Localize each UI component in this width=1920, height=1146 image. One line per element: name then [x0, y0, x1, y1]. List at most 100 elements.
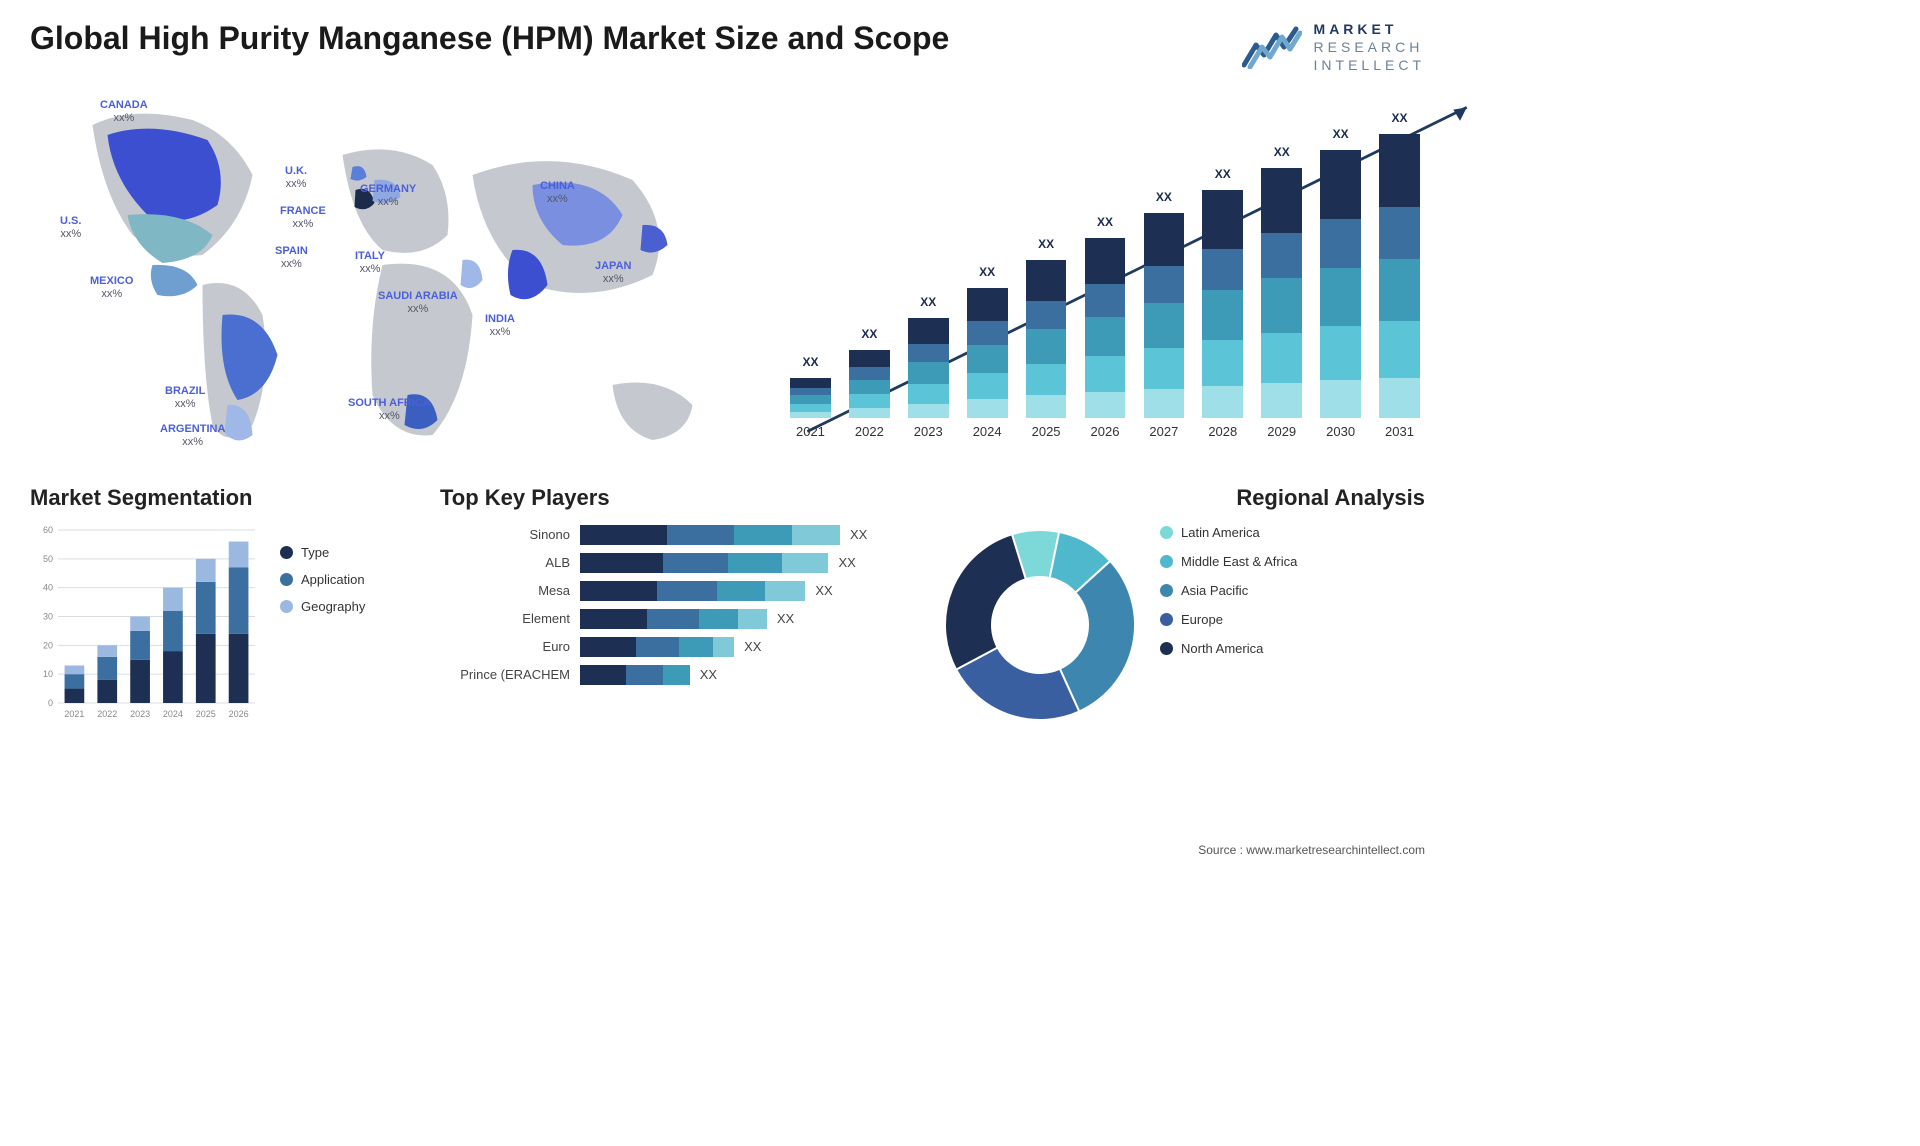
legend-item: Type — [280, 545, 365, 560]
logo-mark-icon — [1242, 25, 1302, 69]
brand-logo: MARKET RESEARCH INTELLECT — [1242, 20, 1425, 75]
key-players-panel: Top Key Players SinonoXXALBXXMesaXXEleme… — [440, 485, 910, 725]
svg-text:60: 60 — [43, 525, 53, 535]
svg-text:2021: 2021 — [64, 709, 84, 719]
segmentation-chart: 0 10 20 30 40 50 60 2021 2022 2023 2024 2025 2026 — [30, 525, 260, 725]
segmentation-panel: Market Segmentation 0 10 20 30 40 50 60 2021 202… — [30, 485, 410, 725]
bar-year-label: 2023 — [914, 424, 943, 439]
player-row: Mesa XX — [440, 581, 910, 601]
bar-year-label: 2025 — [1032, 424, 1061, 439]
bar-value-label: XX — [1256, 145, 1307, 159]
player-bar — [580, 581, 805, 601]
bar-column: XX2025 — [1021, 260, 1072, 439]
bar-column: XX2031 — [1374, 134, 1425, 439]
regional-title: Regional Analysis — [940, 485, 1425, 511]
country-label: SOUTH AFRICAxx% — [348, 397, 431, 423]
bar-year-label: 2030 — [1326, 424, 1355, 439]
country-label: FRANCExx% — [280, 205, 326, 231]
country-label: U.S.xx% — [60, 215, 81, 241]
legend-item: Middle East & Africa — [1160, 554, 1297, 569]
regional-donut-chart — [940, 525, 1140, 725]
player-name: Euro — [440, 639, 580, 654]
svg-text:2022: 2022 — [97, 709, 117, 719]
country-label: GERMANYxx% — [360, 183, 416, 209]
country-label: MEXICOxx% — [90, 275, 133, 301]
player-row: Element XX — [440, 609, 910, 629]
regional-panel: Regional Analysis Latin America Middle Ea… — [940, 485, 1425, 725]
segmentation-legend: Type Application Geography — [280, 545, 365, 725]
player-row: Sinono XX — [440, 525, 910, 545]
legend-item: Geography — [280, 599, 365, 614]
player-value: XX — [777, 611, 794, 626]
player-bar — [580, 665, 690, 685]
player-name: Sinono — [440, 527, 580, 542]
player-value: XX — [838, 555, 855, 570]
legend-item: Latin America — [1160, 525, 1297, 540]
bar-value-label: XX — [1374, 111, 1425, 125]
bar-value-label: XX — [785, 355, 836, 369]
svg-text:2025: 2025 — [196, 709, 216, 719]
legend-item: Europe — [1160, 612, 1297, 627]
page-title: Global High Purity Manganese (HPM) Marke… — [30, 20, 949, 57]
logo-text-1: MARKET — [1314, 20, 1425, 38]
market-size-chart: XX2021XX2022XX2023XX2024XX2025XX2026XX20… — [785, 85, 1425, 465]
bar-year-label: 2031 — [1385, 424, 1414, 439]
legend-item: North America — [1160, 641, 1297, 656]
bar-value-label: XX — [962, 265, 1013, 279]
segmentation-title: Market Segmentation — [30, 485, 410, 511]
player-row: Euro XX — [440, 637, 910, 657]
player-name: Element — [440, 611, 580, 626]
bar-year-label: 2028 — [1208, 424, 1237, 439]
bar-column: XX2023 — [903, 318, 954, 439]
svg-text:30: 30 — [43, 611, 53, 621]
logo-text-3: INTELLECT — [1314, 56, 1425, 74]
bar-year-label: 2022 — [855, 424, 884, 439]
bar-value-label: XX — [1138, 190, 1189, 204]
svg-text:20: 20 — [43, 640, 53, 650]
player-bar — [580, 525, 840, 545]
bar-column: XX2026 — [1080, 238, 1131, 439]
key-players-chart: Sinono XX ALB XX Mesa XX Element XX Euro XX Prince… — [440, 525, 910, 685]
bar-year-label: 2026 — [1091, 424, 1120, 439]
player-name: Mesa — [440, 583, 580, 598]
svg-text:10: 10 — [43, 669, 53, 679]
player-value: XX — [815, 583, 832, 598]
player-value: XX — [744, 639, 761, 654]
svg-text:50: 50 — [43, 553, 53, 563]
player-bar — [580, 609, 767, 629]
country-label: U.K.xx% — [285, 165, 307, 191]
country-label: INDIAxx% — [485, 313, 515, 339]
svg-text:2024: 2024 — [163, 709, 183, 719]
player-name: Prince (ERACHEM — [440, 667, 580, 682]
svg-text:0: 0 — [48, 698, 53, 708]
bar-year-label: 2024 — [973, 424, 1002, 439]
bar-column: XX2027 — [1138, 213, 1189, 439]
bar-year-label: 2021 — [796, 424, 825, 439]
bar-column: XX2022 — [844, 350, 895, 439]
player-value: XX — [700, 667, 717, 682]
svg-text:2023: 2023 — [130, 709, 150, 719]
bar-year-label: 2029 — [1267, 424, 1296, 439]
svg-text:40: 40 — [43, 582, 53, 592]
country-label: SAUDI ARABIAxx% — [378, 290, 458, 316]
bar-year-label: 2027 — [1149, 424, 1178, 439]
country-label: BRAZILxx% — [165, 385, 205, 411]
player-name: ALB — [440, 555, 580, 570]
player-bar — [580, 637, 734, 657]
bar-value-label: XX — [844, 327, 895, 341]
key-players-title: Top Key Players — [440, 485, 910, 511]
legend-item: Application — [280, 572, 365, 587]
bar-column: XX2029 — [1256, 168, 1307, 439]
player-bar — [580, 553, 828, 573]
bar-value-label: XX — [1315, 127, 1366, 141]
world-map: CANADAxx%U.S.xx%MEXICOxx%BRAZILxx%ARGENT… — [30, 85, 755, 465]
legend-item: Asia Pacific — [1160, 583, 1297, 598]
svg-text:2026: 2026 — [229, 709, 249, 719]
bar-value-label: XX — [1021, 237, 1072, 251]
bar-column: XX2021 — [785, 378, 836, 439]
logo-text-2: RESEARCH — [1314, 38, 1425, 56]
country-label: CHINAxx% — [540, 180, 575, 206]
player-value: XX — [850, 527, 867, 542]
bar-column: XX2028 — [1197, 190, 1248, 439]
regional-legend: Latin America Middle East & Africa Asia Pa… — [1160, 525, 1297, 656]
